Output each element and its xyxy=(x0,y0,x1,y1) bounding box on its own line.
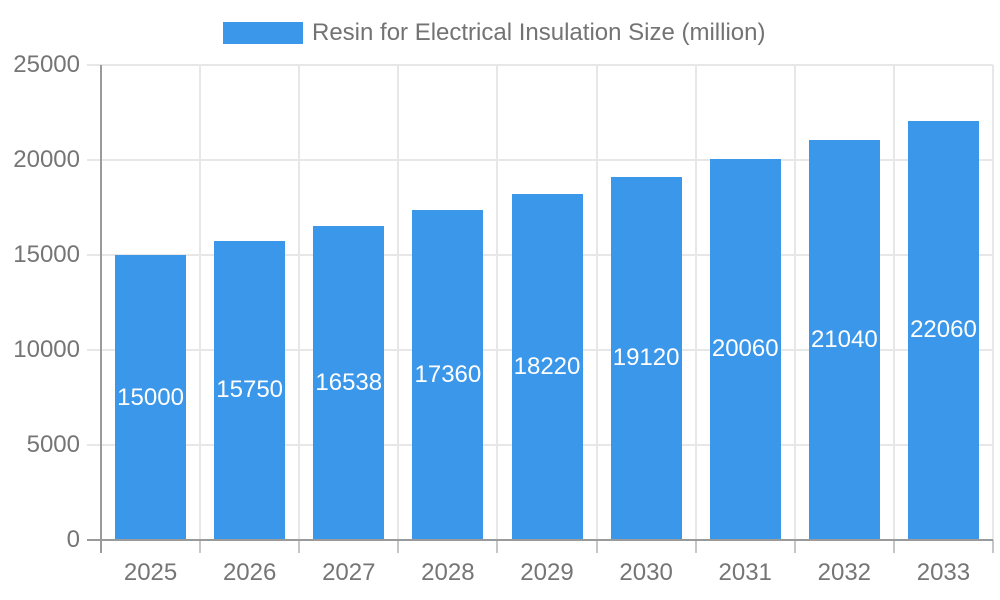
bar-2032[interactable] xyxy=(808,140,880,540)
tick-x xyxy=(199,540,202,553)
bar-value-label: 22060 xyxy=(910,316,977,344)
x-axis-tick-label: 2028 xyxy=(421,559,475,586)
bar-2031[interactable] xyxy=(709,158,781,540)
tick-x xyxy=(892,540,895,553)
x-axis-tick-label: 2033 xyxy=(916,559,971,586)
bar-2025[interactable] xyxy=(115,255,187,540)
bar-2027[interactable] xyxy=(313,225,385,540)
y-axis-line xyxy=(100,65,102,553)
gridline-x xyxy=(199,65,202,540)
bar-2028[interactable] xyxy=(412,210,484,540)
tick-x xyxy=(397,540,400,553)
bar-value-label: 20060 xyxy=(711,335,779,363)
bar-value-label: 18220 xyxy=(513,352,581,380)
tick-x xyxy=(595,540,598,553)
bar-2026[interactable] xyxy=(214,240,286,540)
bar-value-label: 17360 xyxy=(414,361,482,389)
x-axis-tick-label: 2027 xyxy=(322,559,376,586)
tick-x xyxy=(793,540,796,553)
legend-swatch xyxy=(223,22,303,44)
y-axis-tick-label: 0 xyxy=(66,526,80,553)
bar-2029[interactable] xyxy=(511,193,583,540)
x-axis-tick-label: 2032 xyxy=(817,559,872,586)
y-axis-tick-label: 10000 xyxy=(13,336,80,363)
x-axis-tick-label: 2025 xyxy=(123,559,178,586)
bar-value-label: 19120 xyxy=(612,344,680,372)
gridline-x xyxy=(892,65,895,540)
x-axis-tick-label: 2029 xyxy=(520,559,574,586)
x-axis-tick-label: 2026 xyxy=(222,559,277,586)
legend-label: Resin for Electrical Insulation Size (mi… xyxy=(312,19,766,46)
gridline-x xyxy=(595,65,598,540)
gridline-x xyxy=(694,65,697,540)
x-axis-line xyxy=(87,539,993,541)
gridline-x xyxy=(397,65,400,540)
gridline-x xyxy=(496,65,499,540)
tick-x xyxy=(298,540,301,553)
gridline-x xyxy=(298,65,301,540)
tick-x xyxy=(496,540,499,553)
legend[interactable]: Resin for Electrical Insulation Size (mi… xyxy=(223,19,766,47)
y-axis-tick-label: 15000 xyxy=(13,241,80,268)
y-axis-tick-label: 20000 xyxy=(13,146,80,173)
tick-x xyxy=(992,540,994,553)
bar-2030[interactable] xyxy=(610,176,682,540)
bar-value-label: 16538 xyxy=(315,368,383,396)
gridline-x xyxy=(793,65,796,540)
x-axis-tick-label: 2031 xyxy=(718,559,772,586)
gridline-y xyxy=(87,159,993,161)
bar-value-label: 15750 xyxy=(216,376,284,404)
tick-x xyxy=(694,540,697,553)
x-axis-tick-label: 2030 xyxy=(619,559,673,586)
y-axis-tick-label: 25000 xyxy=(13,51,80,78)
bar-value-label: 15000 xyxy=(117,383,184,411)
bar-value-label: 21040 xyxy=(810,326,878,354)
gridline-x xyxy=(992,65,994,540)
y-axis-tick-label: 5000 xyxy=(26,431,80,458)
bar-2033[interactable] xyxy=(907,120,979,540)
gridline-y xyxy=(87,64,993,66)
